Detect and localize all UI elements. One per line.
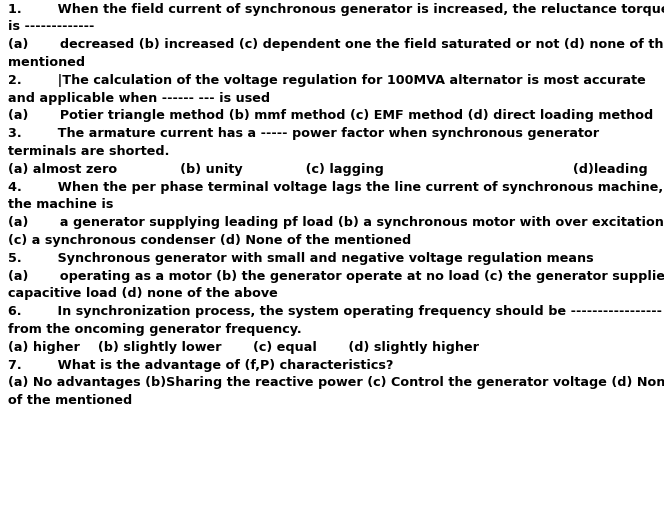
Text: 1.        When the field current of synchronous generator is increased, the relu: 1. When the field current of synchronous… [8, 3, 664, 407]
